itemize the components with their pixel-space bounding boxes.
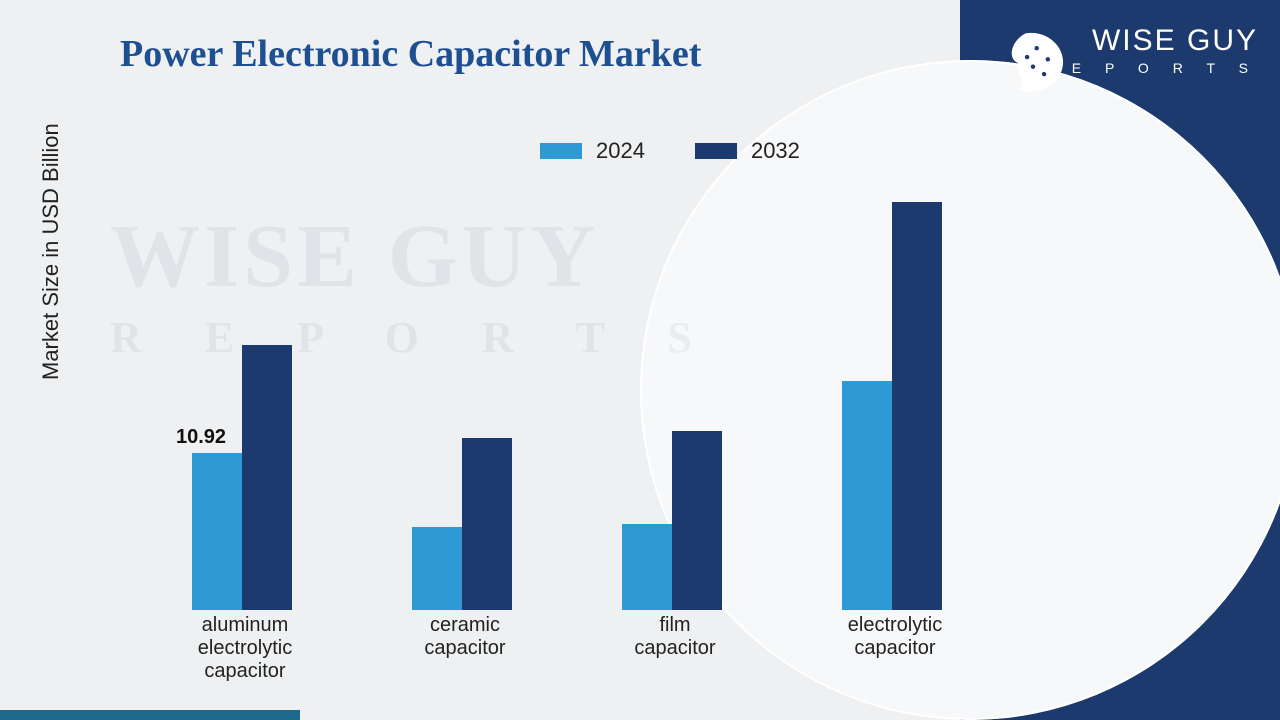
x-tick-label: aluminumelectrolyticcapacitor <box>160 614 330 683</box>
bar-2032 <box>892 202 942 611</box>
page: WISE GUY R E P O R T S Power Electronic … <box>0 0 1280 720</box>
logo-line1: WISE GUY <box>1038 24 1258 58</box>
bar-2024 <box>412 527 462 610</box>
legend-swatch-2032 <box>695 143 737 159</box>
bar-2032 <box>242 345 292 610</box>
bar-2032 <box>462 438 512 610</box>
x-tick-label: electrolyticcapacitor <box>810 614 980 660</box>
legend-label-2032: 2032 <box>751 138 800 164</box>
bar-2024 <box>842 381 892 610</box>
legend: 2024 2032 <box>540 138 800 164</box>
bar-value-label: 10.92 <box>176 426 226 449</box>
bottom-accent-bar <box>0 710 300 720</box>
legend-swatch-2024 <box>540 143 582 159</box>
logo-line2: R E P O R T S <box>1038 60 1258 76</box>
logo-text: WISE GUY R E P O R T S <box>1038 24 1258 76</box>
bar-2024 <box>192 453 242 610</box>
legend-item-2032: 2032 <box>695 138 800 164</box>
y-axis-label: Market Size in USD Billion <box>38 123 64 380</box>
chart-title: Power Electronic Capacitor Market <box>120 32 701 76</box>
x-tick-label: filmcapacitor <box>590 614 760 660</box>
bar-2032 <box>672 431 722 610</box>
x-tick-label: ceramiccapacitor <box>380 614 550 660</box>
legend-item-2024: 2024 <box>540 138 645 164</box>
legend-label-2024: 2024 <box>596 138 645 164</box>
bar-2024 <box>622 524 672 610</box>
bar-chart: 10.92 <box>130 180 1030 610</box>
